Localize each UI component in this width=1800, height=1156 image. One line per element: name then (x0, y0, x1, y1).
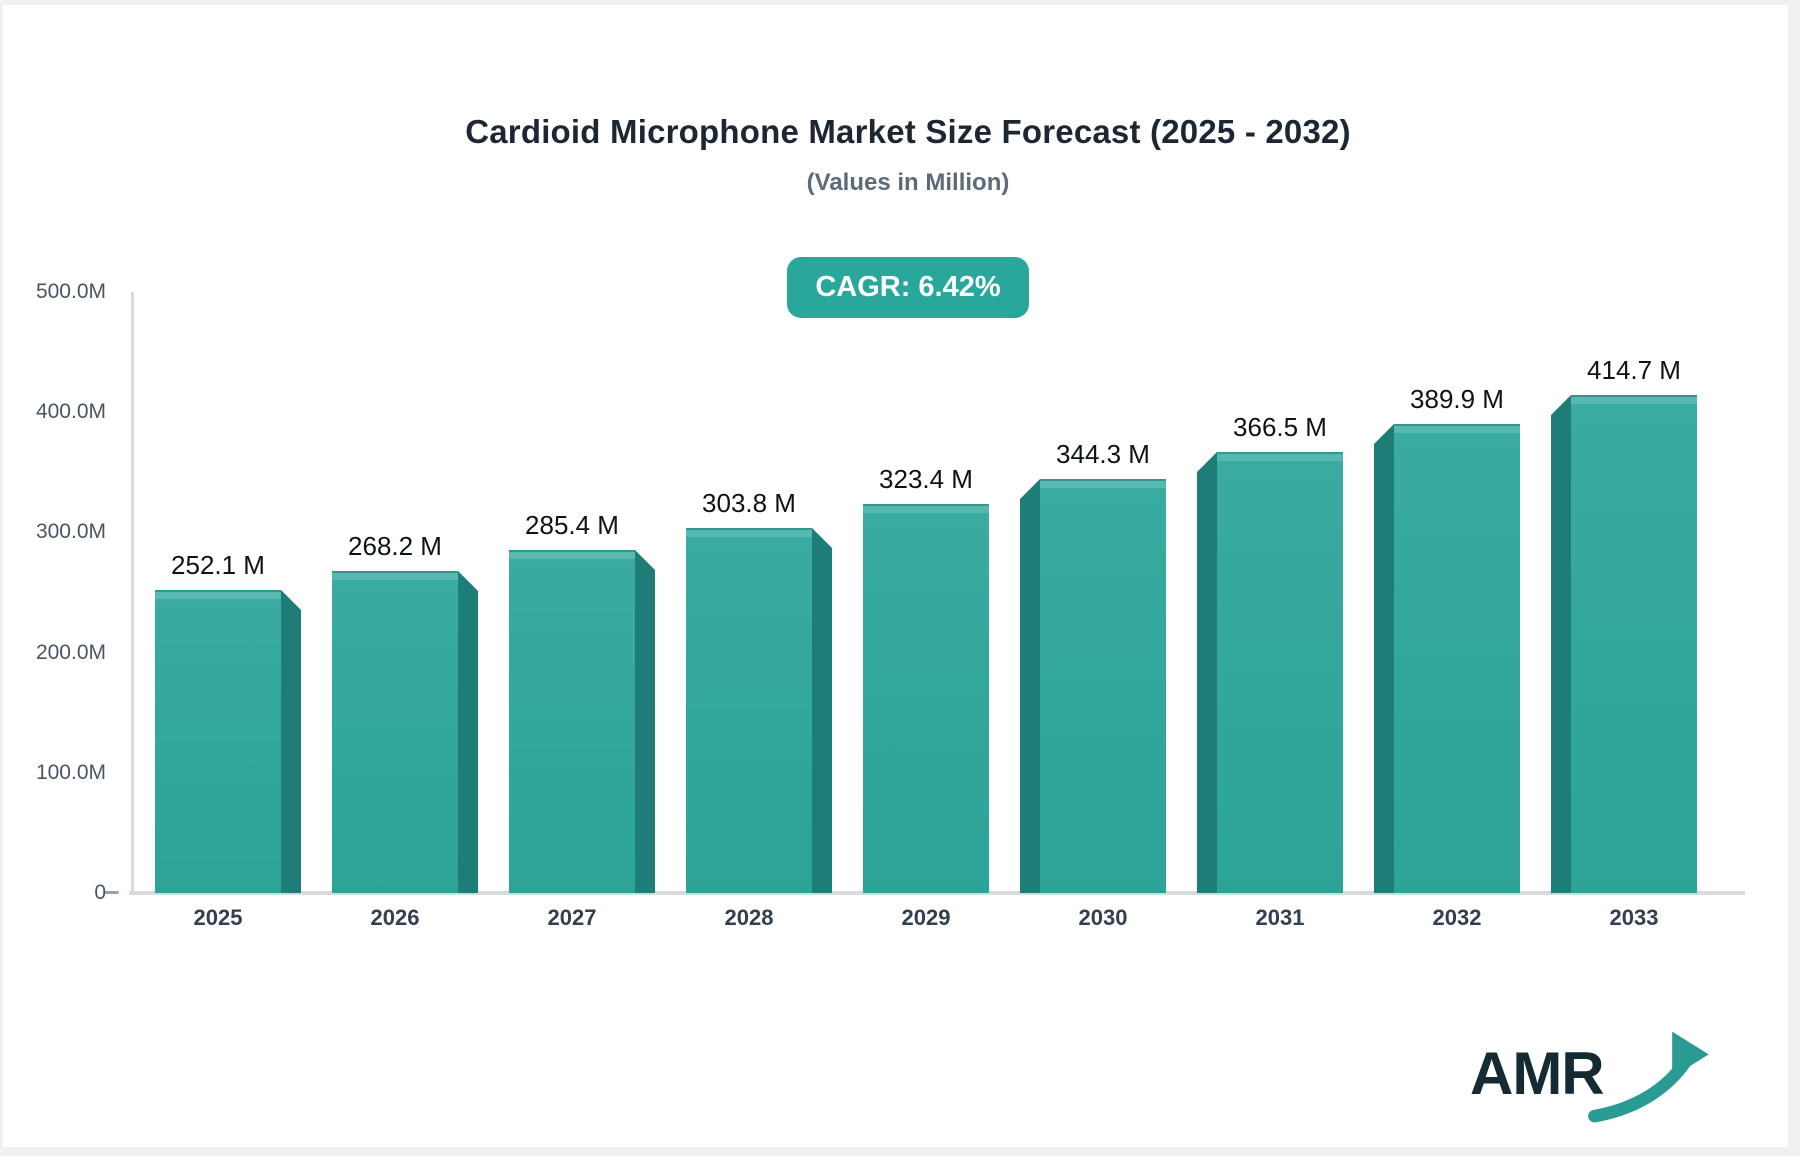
bar-value-label: 366.5 M (1233, 412, 1327, 442)
y-axis-tick-label: 200.0M (35, 640, 106, 664)
y-axis-tick-label: 500.0M (35, 280, 106, 303)
chart-title: Cardioid Microphone Market Size Forecast… (465, 113, 1351, 150)
bar-side-face-2033 (1551, 395, 1571, 893)
bar-2033 (1571, 395, 1697, 893)
y-axis-tick-label: 300.0M (35, 520, 106, 544)
x-axis-label-2025: 2025 (193, 905, 243, 930)
bar-2032 (1394, 424, 1520, 893)
bar-value-label: 323.4 M (879, 464, 973, 494)
bar-side-face-2030 (1020, 479, 1040, 893)
x-axis-label-2026: 2026 (370, 905, 420, 930)
amr-logo-text: AMR (1470, 1040, 1605, 1107)
zero-tick-mark (104, 891, 119, 894)
cagr-badge-wrap: CAGR: 6.42% (3, 257, 1800, 318)
bar-value-label: 303.8 M (702, 488, 796, 518)
bar-value-label: 268.2 M (348, 531, 442, 561)
bar-2028 (686, 528, 812, 893)
growth-arrow-icon (1588, 1031, 1709, 1123)
y-axis-line (131, 292, 134, 893)
amr-logo: AMR (1470, 1027, 1730, 1123)
bar-side-face-2032 (1374, 424, 1394, 893)
x-axis-line (129, 891, 1745, 895)
x-axis-label-2027: 2027 (547, 905, 597, 930)
bar-value-label: 252.1 M (171, 550, 265, 580)
chart-card: Cardioid Microphone Market Size Forecast… (3, 5, 1788, 1147)
bar-2026 (332, 571, 458, 893)
x-axis-label-2030: 2030 (1078, 905, 1128, 930)
y-axis-tick-label: 400.0M (35, 400, 106, 424)
bar-value-label: 414.7 M (1587, 355, 1681, 385)
y-axis-tick-label: 0 (94, 881, 106, 904)
x-axis-label-2033: 2033 (1609, 905, 1659, 930)
bar-side-face-2028 (812, 528, 832, 893)
bar-2029 (863, 504, 989, 893)
x-axis-label-2028: 2028 (724, 905, 774, 930)
bar-value-label: 389.9 M (1410, 384, 1504, 414)
x-axis-label-2029: 2029 (901, 905, 951, 930)
bar-value-label: 344.3 M (1056, 439, 1150, 469)
bar-side-face-2025 (281, 590, 301, 893)
bar-2030 (1040, 479, 1166, 893)
bar-value-label: 285.4 M (525, 510, 619, 540)
y-axis-tick-label: 100.0M (35, 760, 106, 784)
bar-2025 (155, 590, 281, 893)
bar-side-face-2026 (458, 571, 478, 893)
x-axis-label-2032: 2032 (1432, 905, 1482, 930)
cagr-badge: CAGR: 6.42% (787, 257, 1029, 318)
bar-side-face-2027 (635, 550, 655, 893)
chart-subtitle: (Values in Million) (806, 169, 1010, 196)
bar-2031 (1217, 452, 1343, 893)
bar-2027 (509, 550, 635, 893)
bar-side-face-2031 (1197, 452, 1217, 893)
x-axis-label-2031: 2031 (1255, 905, 1305, 930)
